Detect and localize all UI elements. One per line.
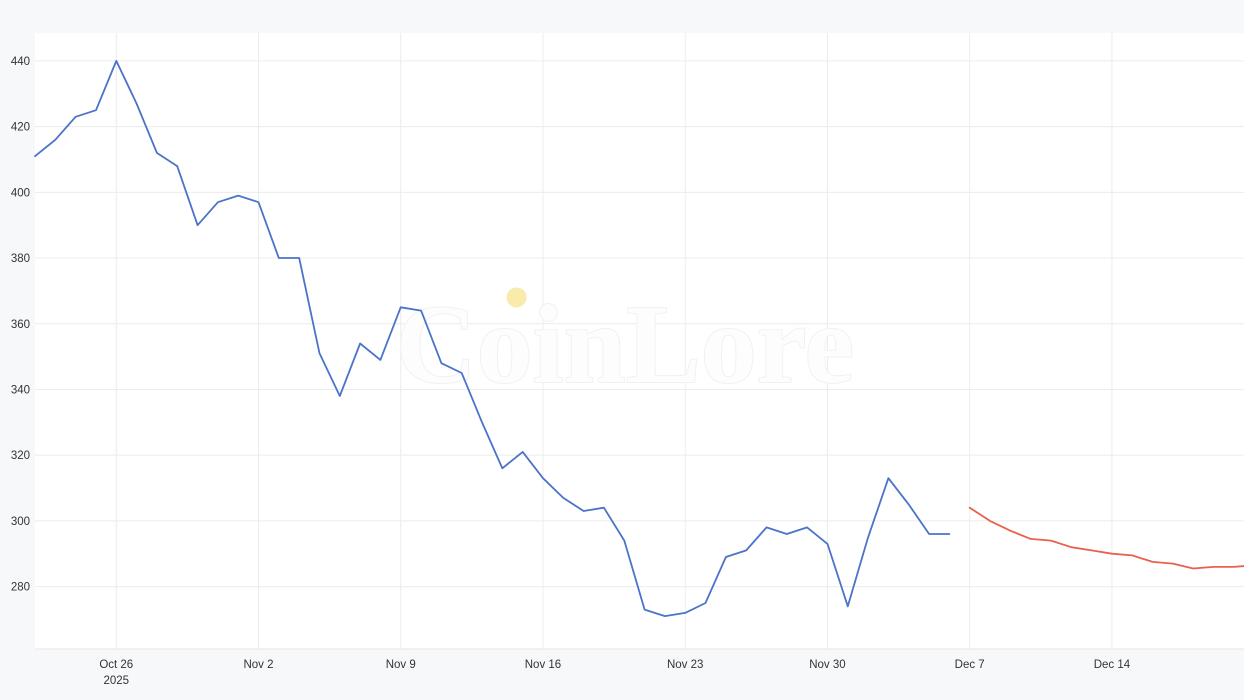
y-tick-label: 320	[11, 450, 30, 462]
y-tick-label: 280	[11, 582, 30, 594]
x-tick-label: Dec 7	[955, 659, 985, 671]
x-axis-labels: Oct 26 2025 Nov 2 Nov 9 Nov 16 Nov 23 Nov 30 De…	[99, 659, 1130, 687]
x-tick-sublabel: 2025	[103, 675, 129, 687]
x-tick-label: Nov 2	[243, 659, 273, 671]
y-tick-label: 420	[11, 122, 30, 134]
x-tick-label: Oct 26	[99, 659, 133, 671]
y-tick-label: 340	[11, 384, 30, 396]
series-line-price-history	[34, 60, 951, 617]
watermark: CoinLore	[396, 283, 854, 407]
x-tick-label: Nov 30	[809, 659, 845, 671]
series-lines	[34, 60, 1244, 617]
plot-area[interactable]	[35, 33, 1244, 649]
yellow-dot-marker	[506, 287, 527, 308]
y-tick-label: 380	[11, 253, 30, 265]
y-axis-labels: 280 300 320 340 360 380 400 420 440	[11, 56, 30, 594]
x-tick-label: Nov 9	[386, 659, 416, 671]
y-tick-label: 300	[11, 516, 30, 528]
vertical-gridlines	[115, 33, 1113, 649]
x-tick-label: Nov 16	[525, 659, 561, 671]
y-tick-label: 440	[11, 56, 30, 68]
series-line-price-forecast	[968, 506, 1244, 570]
x-tick-label: Nov 23	[667, 659, 703, 671]
y-tick-label: 400	[11, 187, 30, 199]
x-tick-label: Dec 14	[1094, 659, 1131, 671]
horizontal-gridlines	[35, 60, 1244, 650]
y-tick-label: 360	[11, 319, 30, 331]
